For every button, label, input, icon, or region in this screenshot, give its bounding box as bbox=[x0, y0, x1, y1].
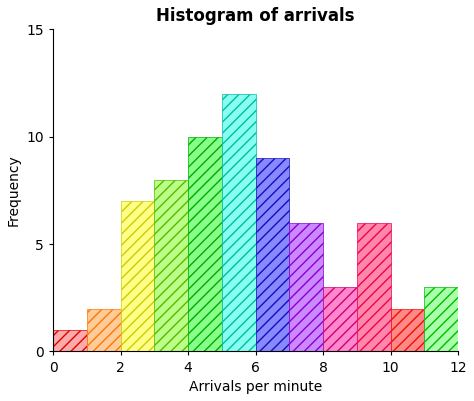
Bar bbox=[425, 287, 458, 351]
Bar bbox=[188, 137, 222, 351]
Bar bbox=[290, 223, 323, 351]
Bar bbox=[222, 94, 255, 351]
Bar bbox=[121, 201, 155, 351]
Bar bbox=[357, 223, 391, 351]
Bar bbox=[323, 287, 357, 351]
Bar bbox=[53, 330, 87, 351]
Title: Histogram of arrivals: Histogram of arrivals bbox=[156, 7, 355, 25]
X-axis label: Arrivals per minute: Arrivals per minute bbox=[189, 380, 322, 394]
Bar bbox=[87, 308, 121, 351]
Bar bbox=[255, 158, 290, 351]
Y-axis label: Frequency: Frequency bbox=[7, 154, 21, 226]
Bar bbox=[391, 308, 425, 351]
Bar bbox=[155, 180, 188, 351]
